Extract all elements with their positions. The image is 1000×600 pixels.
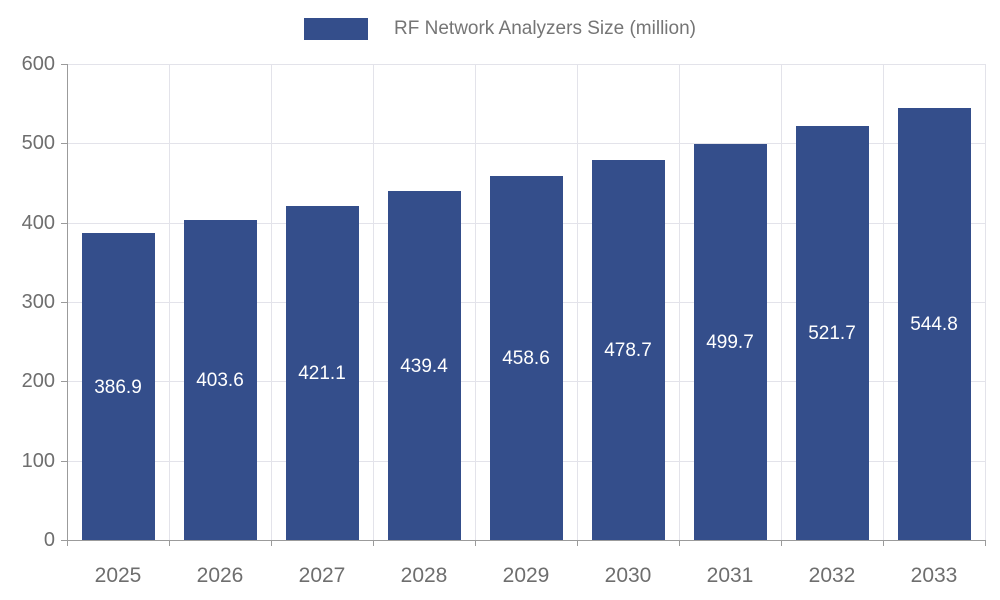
bar-2030[interactable] — [591, 160, 665, 540]
x-tick-label: 2032 — [808, 564, 856, 587]
x-tick-mark — [169, 540, 170, 546]
x-tick-mark — [373, 540, 374, 546]
x-tick-label: 2027 — [298, 564, 346, 587]
x-axis-line — [67, 540, 986, 541]
bar-value-label: 521.7 — [808, 323, 856, 345]
bar-2025[interactable] — [81, 233, 155, 540]
x-tick-mark — [271, 540, 272, 546]
y-tick-mark — [61, 381, 67, 383]
bar-value-label: 386.9 — [94, 376, 142, 398]
y-axis-line — [67, 64, 68, 541]
v-gridline — [475, 64, 476, 540]
bar-value-label: 499.7 — [706, 331, 754, 353]
y-tick-label: 0 — [43, 529, 55, 551]
bar-2029[interactable] — [489, 176, 563, 540]
v-gridline — [373, 64, 374, 540]
y-tick-mark — [61, 302, 67, 303]
bar-value-label: 439.4 — [400, 355, 448, 377]
h-gridline — [67, 64, 985, 65]
chart-legend: RF Network Analyzers Size (million) — [0, 18, 1000, 40]
v-gridline — [679, 64, 680, 540]
y-tick-mark — [61, 64, 67, 65]
legend-label: RF Network Analyzers Size (million) — [394, 18, 696, 39]
x-tick-mark — [67, 540, 68, 546]
x-tick-mark — [475, 540, 476, 546]
y-tick-mark — [61, 143, 67, 145]
y-tick-label: 100 — [21, 449, 55, 472]
bar-2028[interactable] — [387, 191, 461, 540]
x-tick-label: 2030 — [604, 564, 652, 587]
x-tick-label: 2026 — [196, 564, 244, 587]
bar-2032[interactable] — [795, 126, 869, 540]
x-tick-mark — [781, 540, 782, 546]
v-gridline — [577, 64, 578, 540]
bar-2027[interactable] — [285, 205, 359, 540]
x-tick-mark — [679, 540, 680, 546]
plot-area: 386.9 403.6 421.1 439.4 458.6 478.7 499.7 521.7… — [67, 64, 986, 540]
y-tick-label: 400 — [21, 211, 55, 234]
y-tick-mark — [61, 460, 67, 462]
v-gridline — [781, 64, 782, 540]
x-tick-label: 2031 — [706, 564, 754, 587]
v-gridline — [883, 64, 884, 540]
y-tick-mark — [61, 222, 67, 224]
bar-value-label: 421.1 — [298, 362, 346, 384]
y-tick-mark — [61, 540, 67, 541]
x-tick-label: 2028 — [400, 564, 448, 587]
v-gridline — [985, 64, 986, 540]
bar-value-label: 478.7 — [604, 340, 652, 362]
bar-2033[interactable] — [897, 107, 971, 540]
x-tick-mark — [577, 540, 578, 546]
legend-swatch — [304, 18, 369, 40]
x-tick-label: 2033 — [910, 564, 958, 587]
y-tick-label: 300 — [21, 291, 55, 313]
y-tick-label: 600 — [21, 53, 55, 75]
x-tick-label: 2029 — [502, 564, 550, 587]
bar-2026[interactable] — [183, 219, 257, 540]
bar-value-label: 544.8 — [910, 313, 958, 335]
bar-value-label: 458.6 — [502, 348, 550, 370]
bar-2031[interactable] — [693, 143, 767, 540]
y-tick-label: 200 — [21, 370, 55, 393]
x-tick-mark — [985, 540, 986, 546]
v-gridline — [169, 64, 170, 540]
x-tick-mark — [883, 540, 884, 546]
v-gridline — [271, 64, 272, 540]
h-gridline — [67, 143, 985, 145]
x-tick-label: 2025 — [94, 564, 142, 587]
y-tick-label: 500 — [21, 132, 55, 155]
bar-value-label: 403.6 — [196, 369, 244, 391]
